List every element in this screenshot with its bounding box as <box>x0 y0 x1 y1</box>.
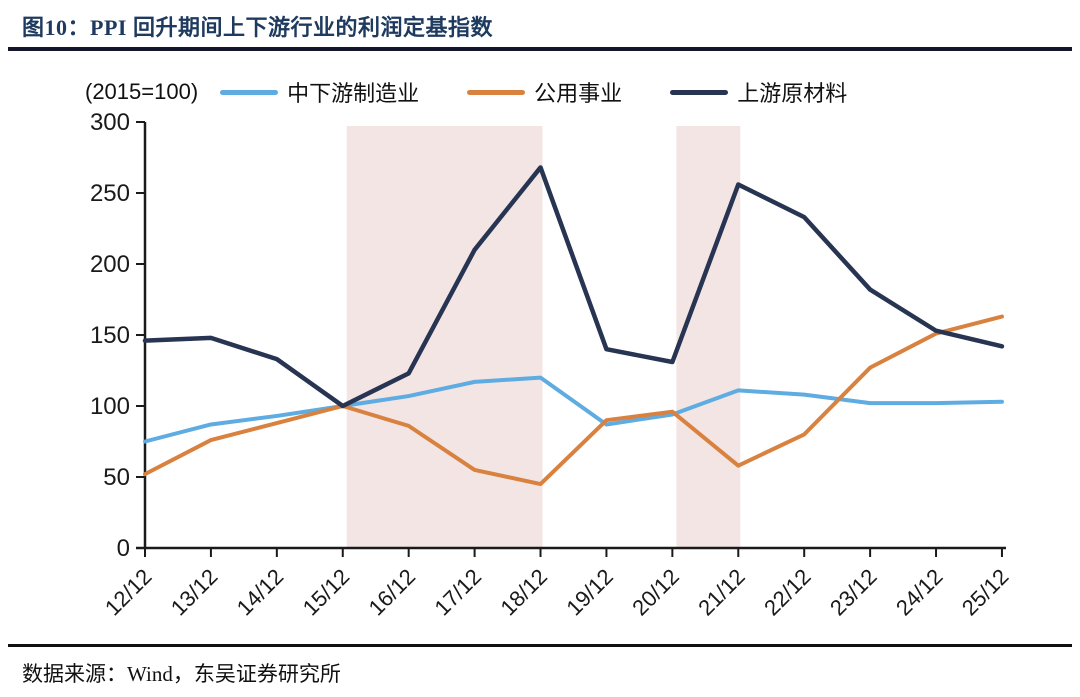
x-tick-label: 21/12 <box>693 564 750 621</box>
axes <box>136 122 1006 550</box>
figure-title: 图10：PPI 回升期间上下游行业的利润定基指数 <box>22 15 493 40</box>
legend-line-swatch <box>220 89 279 95</box>
legend-line-swatch <box>670 89 729 95</box>
y-tick-label: 250 <box>90 180 130 207</box>
footer-rule <box>8 644 1072 647</box>
y-tick-label: 200 <box>90 251 130 278</box>
x-tick-label: 23/12 <box>825 564 882 621</box>
y-tick-group: 0 50 100 150 200 250 300 <box>90 109 145 562</box>
y-tick-label: 100 <box>90 393 130 420</box>
x-tick-label: 14/12 <box>232 564 289 621</box>
chart-legend: 中下游制造业 公用事业 上游原材料 <box>220 76 895 108</box>
legend-item-1: 中下游制造业 <box>220 76 419 108</box>
x-tick-label: 13/12 <box>166 564 223 621</box>
x-tick-label: 16/12 <box>364 564 421 621</box>
legend-label: 上游原材料 <box>737 81 848 106</box>
x-tick-label: 15/12 <box>298 564 355 621</box>
x-tick-label: 22/12 <box>759 564 816 621</box>
legend-label: 公用事业 <box>534 81 623 106</box>
data-source: 数据来源：Wind，东吴证券研究所 <box>22 662 341 686</box>
legend-item-2: 公用事业 <box>467 76 622 108</box>
x-tick-label: 19/12 <box>561 564 618 621</box>
legend-row: (2015=100) 中下游制造业 公用事业 上游原材料 <box>85 76 895 108</box>
y-tick-label: 150 <box>90 322 130 349</box>
y-tick-label: 0 <box>117 535 130 562</box>
legend-line-swatch <box>467 89 526 95</box>
x-tick-label: 20/12 <box>627 564 684 621</box>
x-tick-label: 25/12 <box>957 564 1014 621</box>
series-line-1 <box>143 375 1004 444</box>
axis-unit-label: (2015=100) <box>85 79 199 104</box>
x-tick-label: 18/12 <box>495 564 552 621</box>
y-tick-label: 300 <box>90 109 130 136</box>
series-line-3 <box>142 165 1005 409</box>
x-tick-label: 12/12 <box>100 564 157 621</box>
series-line-2 <box>143 314 1004 487</box>
y-tick-label: 50 <box>103 464 130 491</box>
legend-label: 中下游制造业 <box>287 81 420 106</box>
x-tick-label: 24/12 <box>891 564 948 621</box>
shaded-region <box>676 126 741 548</box>
line-chart: 0 50 100 150 200 250 300 12/12 13/12 14/12 15/12 16… <box>90 109 1014 621</box>
legend-item-3: 上游原材料 <box>670 76 847 108</box>
shaded-region <box>346 126 543 548</box>
x-tick-label: 17/12 <box>430 564 487 621</box>
header-rule <box>8 47 1072 51</box>
x-tick-group: 12/12 13/12 14/12 15/12 16/12 17/12 18/12 19/12… <box>100 548 1014 621</box>
